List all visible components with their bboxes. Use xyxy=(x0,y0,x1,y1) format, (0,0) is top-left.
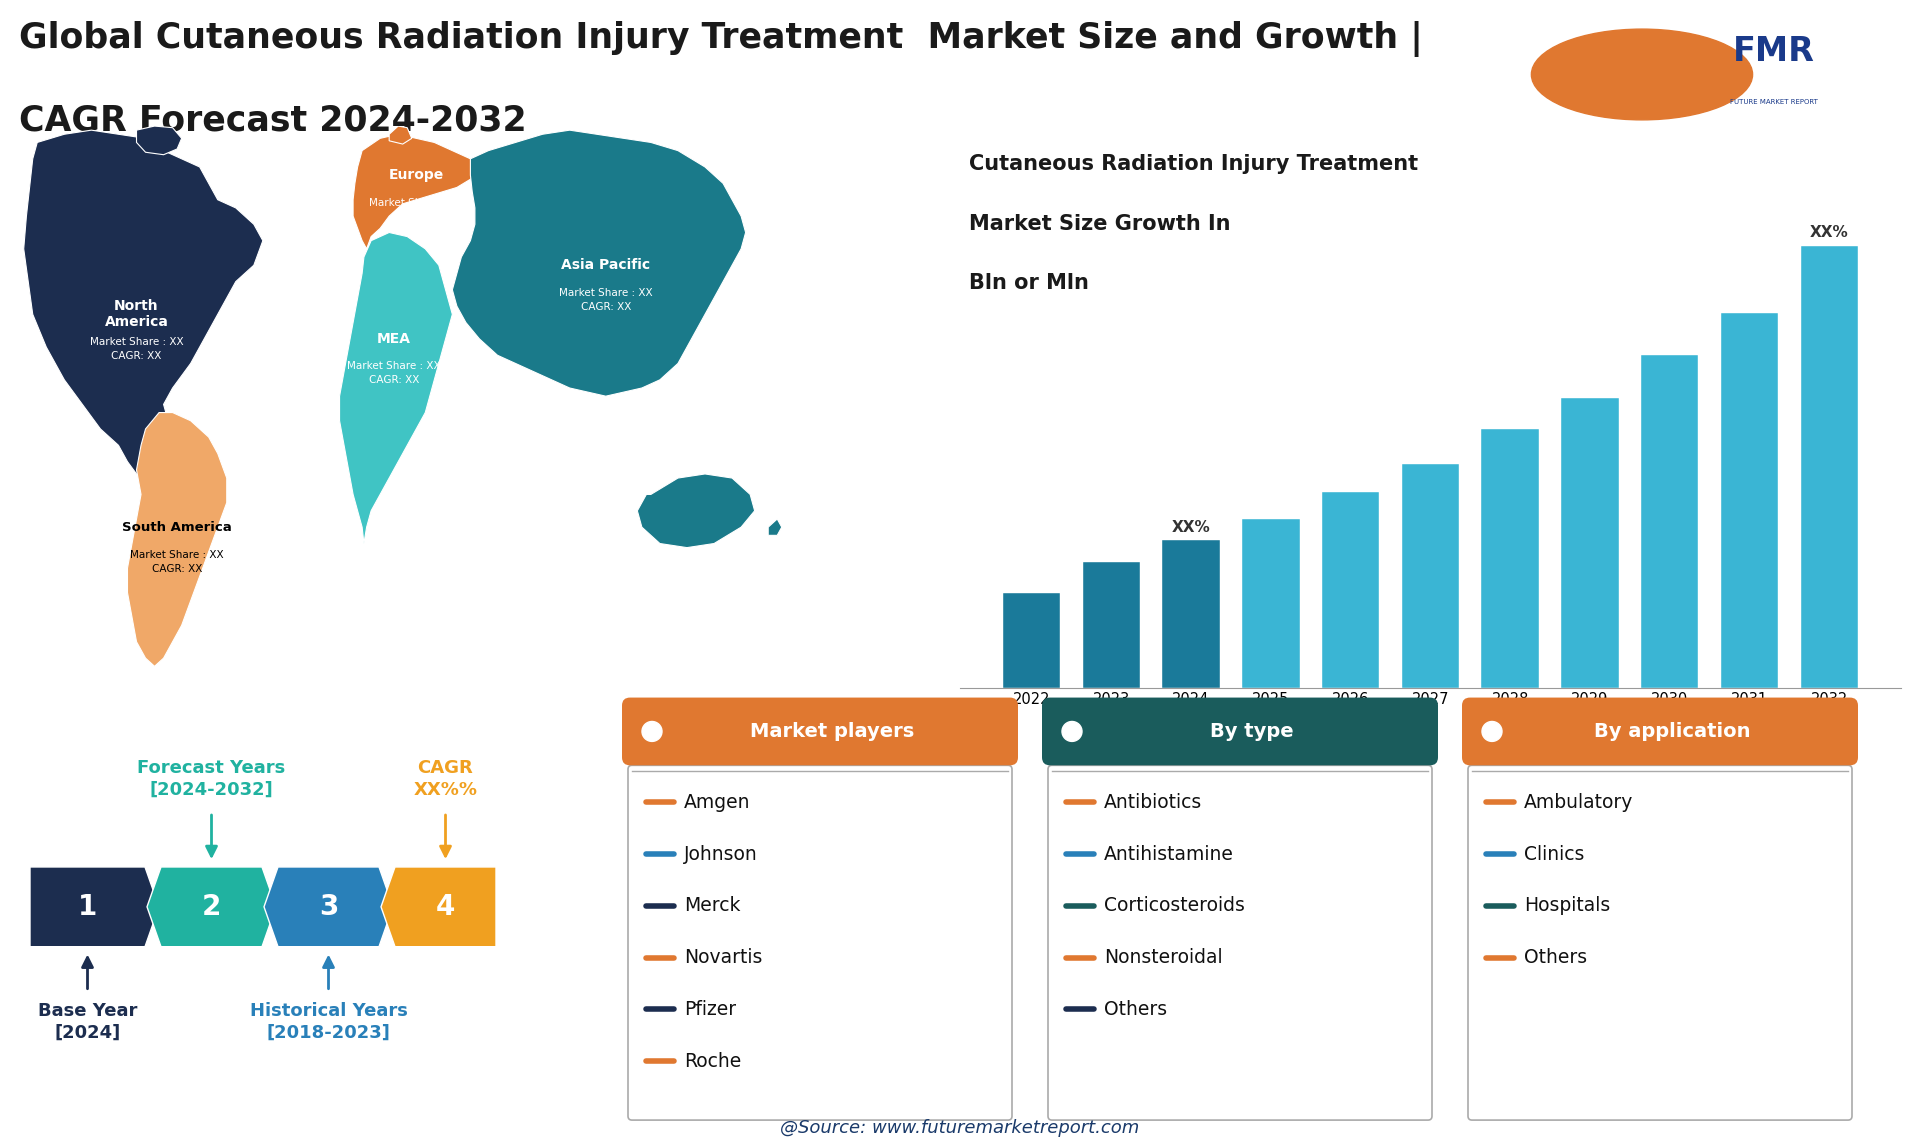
Text: Global Cutaneous Radiation Injury Treatment  Market Size and Growth |: Global Cutaneous Radiation Injury Treatm… xyxy=(19,21,1423,56)
Text: Others: Others xyxy=(1104,1000,1167,1019)
Text: South America: South America xyxy=(123,520,232,534)
Text: North
America: North America xyxy=(104,299,169,329)
Text: CAGR Forecast 2024-2032: CAGR Forecast 2024-2032 xyxy=(19,103,526,138)
Text: Antihistamine: Antihistamine xyxy=(1104,845,1235,864)
Text: Corticosteroids: Corticosteroids xyxy=(1104,896,1244,916)
Text: Market Share : XX
CAGR: XX: Market Share : XX CAGR: XX xyxy=(90,337,182,361)
Text: Market Share : XX
CAGR: XX: Market Share : XX CAGR: XX xyxy=(348,361,440,385)
Bar xyxy=(1002,592,1060,688)
Circle shape xyxy=(1062,722,1083,741)
Text: MEA: MEA xyxy=(376,332,411,346)
Polygon shape xyxy=(148,868,276,947)
Text: Novartis: Novartis xyxy=(684,948,762,967)
Text: Market Size Growth In: Market Size Growth In xyxy=(970,213,1231,234)
Polygon shape xyxy=(127,413,227,666)
Polygon shape xyxy=(768,519,781,535)
Text: @Source: www.futuremarketreport.com: @Source: www.futuremarketreport.com xyxy=(780,1118,1140,1137)
Polygon shape xyxy=(390,126,411,144)
Bar xyxy=(1321,492,1379,688)
Bar xyxy=(1162,541,1219,688)
Text: 3: 3 xyxy=(319,893,338,921)
Polygon shape xyxy=(136,126,182,155)
Text: 1: 1 xyxy=(79,893,98,921)
Text: Forecast Years
[2024-2032]: Forecast Years [2024-2032] xyxy=(138,759,286,799)
Circle shape xyxy=(641,722,662,741)
Bar xyxy=(1402,463,1459,688)
Text: Nonsteroidal: Nonsteroidal xyxy=(1104,948,1223,967)
Polygon shape xyxy=(340,233,453,543)
Text: Market Share : XX
CAGR: XX: Market Share : XX CAGR: XX xyxy=(559,288,653,312)
FancyBboxPatch shape xyxy=(622,698,1018,766)
Polygon shape xyxy=(380,868,495,947)
Bar xyxy=(1642,355,1699,688)
Text: XX%: XX% xyxy=(1811,226,1849,241)
Text: Roche: Roche xyxy=(684,1052,741,1070)
Text: Antibiotics: Antibiotics xyxy=(1104,793,1202,811)
Text: XX%: XX% xyxy=(1171,520,1210,535)
Polygon shape xyxy=(353,134,480,249)
Text: Market players: Market players xyxy=(751,722,914,741)
Polygon shape xyxy=(265,868,394,947)
Bar xyxy=(1482,430,1540,688)
Text: 2: 2 xyxy=(202,893,221,921)
Text: Johnson: Johnson xyxy=(684,845,758,864)
Bar xyxy=(1083,563,1140,688)
Polygon shape xyxy=(637,474,755,548)
Text: FMR: FMR xyxy=(1734,36,1814,69)
Text: Asia Pacific: Asia Pacific xyxy=(561,258,651,273)
Text: Market Share : XX
CAGR: XX: Market Share : XX CAGR: XX xyxy=(131,550,225,573)
Text: Base Year
[2024]: Base Year [2024] xyxy=(38,1002,136,1042)
FancyBboxPatch shape xyxy=(1461,698,1859,766)
Text: Hospitals: Hospitals xyxy=(1524,896,1611,916)
Text: Historical Years
[2018-2023]: Historical Years [2018-2023] xyxy=(250,1002,407,1042)
FancyBboxPatch shape xyxy=(1043,698,1438,766)
Bar xyxy=(1801,246,1859,688)
Polygon shape xyxy=(31,868,159,947)
Text: Market Share : XX
CAGR: XX: Market Share : XX CAGR: XX xyxy=(369,197,463,221)
Polygon shape xyxy=(453,131,745,397)
Bar xyxy=(1720,313,1778,688)
Circle shape xyxy=(1532,29,1753,120)
Text: Others: Others xyxy=(1524,948,1588,967)
Text: By application: By application xyxy=(1594,722,1751,741)
Text: Amgen: Amgen xyxy=(684,793,751,811)
Text: CAGR
XX%%: CAGR XX%% xyxy=(413,759,478,799)
Polygon shape xyxy=(23,131,263,478)
Bar xyxy=(1561,398,1619,688)
Text: Europe: Europe xyxy=(388,168,444,182)
Bar xyxy=(1242,519,1300,688)
Text: Merck: Merck xyxy=(684,896,741,916)
Text: By type: By type xyxy=(1210,722,1294,741)
Text: FUTURE MARKET REPORT: FUTURE MARKET REPORT xyxy=(1730,100,1818,105)
FancyBboxPatch shape xyxy=(1569,9,1887,140)
Text: Ambulatory: Ambulatory xyxy=(1524,793,1634,811)
Text: Clinics: Clinics xyxy=(1524,845,1584,864)
Text: Bln or Mln: Bln or Mln xyxy=(970,273,1089,293)
Text: Cutaneous Radiation Injury Treatment: Cutaneous Radiation Injury Treatment xyxy=(970,155,1419,174)
Text: 4: 4 xyxy=(436,893,455,921)
Text: Pfizer: Pfizer xyxy=(684,1000,735,1019)
Circle shape xyxy=(1482,722,1501,741)
